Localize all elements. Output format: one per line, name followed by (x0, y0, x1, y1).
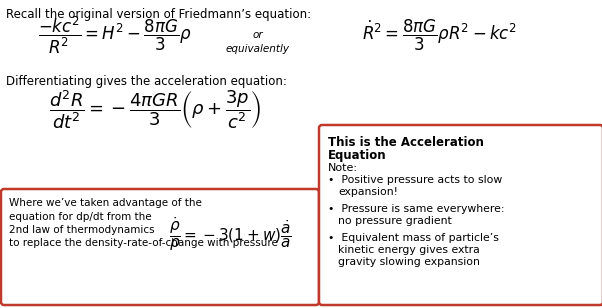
Text: •  Positive pressure acts to slow: • Positive pressure acts to slow (328, 175, 502, 185)
FancyBboxPatch shape (319, 125, 602, 305)
Text: no pressure gradient: no pressure gradient (338, 216, 452, 226)
Text: Equation: Equation (328, 149, 386, 162)
Text: This is the Acceleration: This is the Acceleration (328, 136, 484, 149)
Text: to replace the density-rate-of-change with pressure: to replace the density-rate-of-change wi… (9, 238, 278, 249)
Text: equation for dp/dt from the: equation for dp/dt from the (9, 212, 152, 221)
Text: •  Pressure is same everywhere:: • Pressure is same everywhere: (328, 204, 504, 214)
Text: •  Equivalent mass of particle’s: • Equivalent mass of particle’s (328, 233, 499, 243)
Text: kinetic energy gives extra: kinetic energy gives extra (338, 245, 480, 255)
Text: Differentiating gives the acceleration equation:: Differentiating gives the acceleration e… (6, 75, 287, 88)
Text: or
equivalently: or equivalently (226, 30, 290, 54)
Text: Recall the original version of Friedmann’s equation:: Recall the original version of Friedmann… (6, 8, 311, 21)
Text: $\dot{R}^2 = \dfrac{8\pi G}{3}\rho R^2 - kc^2$: $\dot{R}^2 = \dfrac{8\pi G}{3}\rho R^2 -… (362, 18, 518, 53)
Text: $\dfrac{\dot{\rho}}{\rho} = -3(1+w)\dfrac{\dot{a}}{a}$: $\dfrac{\dot{\rho}}{\rho} = -3(1+w)\dfra… (169, 215, 291, 253)
Text: 2nd law of thermodynamics: 2nd law of thermodynamics (9, 225, 155, 235)
Text: Note:: Note: (328, 163, 358, 173)
Text: Where we’ve taken advantage of the: Where we’ve taken advantage of the (9, 198, 202, 208)
Text: $\dfrac{-kc^2}{R^2} = H^2 - \dfrac{8\pi G}{3}\rho$: $\dfrac{-kc^2}{R^2} = H^2 - \dfrac{8\pi … (38, 15, 192, 56)
Text: gravity slowing expansion: gravity slowing expansion (338, 257, 480, 267)
FancyBboxPatch shape (1, 189, 319, 305)
Text: $\dfrac{d^2R}{dt^2} = -\dfrac{4\pi GR}{3}\left(\rho + \dfrac{3p}{c^2}\right)$: $\dfrac{d^2R}{dt^2} = -\dfrac{4\pi GR}{3… (49, 88, 261, 131)
Text: expansion!: expansion! (338, 187, 398, 197)
